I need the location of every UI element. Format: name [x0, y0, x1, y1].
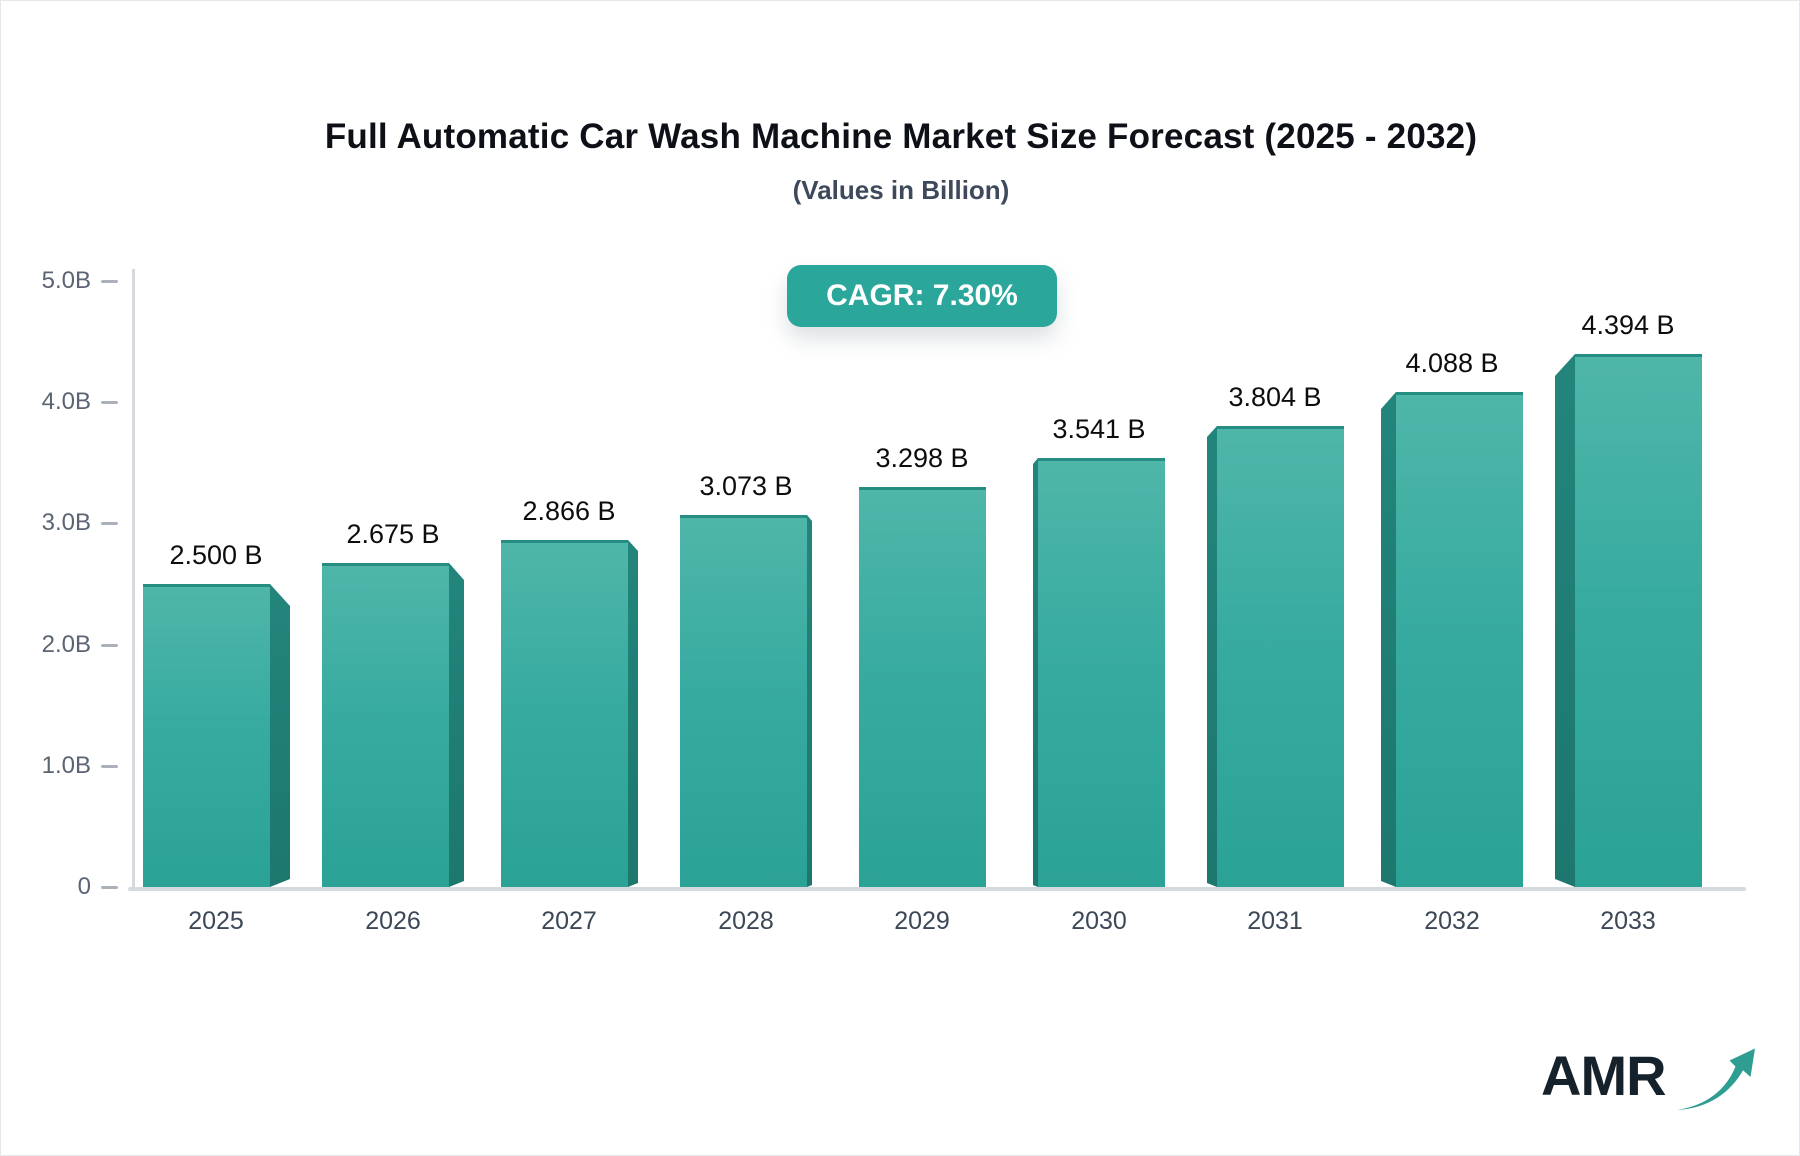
bar-2026 [322, 563, 464, 887]
y-tick-label: 5.0B [41, 267, 91, 294]
bar-face [322, 563, 449, 887]
bar-face [1217, 426, 1344, 887]
x-axis-label: 2033 [1600, 907, 1656, 935]
x-axis-label: 2029 [894, 907, 950, 935]
x-axis-label: 2028 [718, 907, 774, 935]
amr-logo: AMR [1541, 1039, 1755, 1119]
y-tick-mark [101, 643, 118, 647]
bar-face [143, 584, 270, 887]
bar-value-label: 2.500 B [169, 540, 263, 570]
y-tick-label: 1.0B [41, 751, 91, 779]
cagr-badge: CAGR: 7.30% [787, 265, 1057, 327]
y-axis-line [132, 269, 135, 891]
bar-side [1207, 426, 1217, 887]
x-axis-label: 2031 [1247, 907, 1303, 935]
chart-subtitle: (Values in Billion) [792, 175, 1010, 205]
bar-2033 [1555, 354, 1702, 887]
y-tick-label: 4.0B [41, 388, 91, 416]
bar-value-label: 2.675 B [346, 519, 440, 549]
bar-side [1555, 354, 1575, 887]
bar-2029 [859, 487, 986, 887]
x-axis-label: 2032 [1424, 907, 1480, 935]
bar-face [501, 540, 628, 887]
growth-arrow-icon [1677, 1048, 1755, 1110]
bar-face [1396, 392, 1523, 887]
chart-title: Full Automatic Car Wash Machine Market S… [324, 117, 1478, 156]
bar-face [680, 515, 807, 887]
bar-2027 [501, 540, 638, 887]
bar-value-label: 2.866 B [522, 496, 616, 526]
bar-face [1038, 458, 1165, 887]
bar-value-label: 3.073 B [699, 471, 793, 501]
y-tick-label: 3.0B [41, 509, 91, 537]
bar-side [1033, 458, 1038, 887]
y-tick-label: 2.0B [41, 630, 91, 658]
bar-side [1381, 392, 1396, 887]
bar-2025 [143, 584, 290, 887]
bar-value-label: 4.088 B [1405, 348, 1499, 378]
bar-side [449, 563, 464, 887]
bar-value-label: 3.541 B [1052, 414, 1146, 444]
bar-face [1575, 354, 1702, 887]
bar-value-label: 4.394 B [1581, 310, 1675, 340]
bar-face [859, 487, 986, 887]
y-tick-label: 0 [77, 873, 91, 900]
bar-2032 [1381, 392, 1523, 887]
amr-logo-text: AMR [1541, 1044, 1667, 1107]
x-axis-label: 2025 [188, 907, 244, 935]
bar-side [807, 515, 812, 887]
x-axis-label: 2027 [541, 907, 597, 935]
bar-side [270, 584, 290, 887]
bar-value-label: 3.298 B [875, 443, 969, 473]
y-tick-mark [101, 886, 118, 889]
bar-2031 [1207, 426, 1344, 887]
x-axis-label: 2030 [1071, 907, 1127, 935]
bar-value-label: 3.804 B [1228, 382, 1322, 412]
bar-side [628, 540, 638, 887]
y-tick-mark [101, 280, 118, 283]
bar-2028 [680, 515, 812, 887]
y-tick-mark [101, 522, 118, 526]
y-tick-mark [101, 764, 118, 768]
x-axis-label: 2026 [365, 907, 421, 935]
x-axis-line [128, 887, 1746, 891]
bar-2030 [1033, 458, 1165, 887]
y-tick-mark [101, 401, 118, 405]
